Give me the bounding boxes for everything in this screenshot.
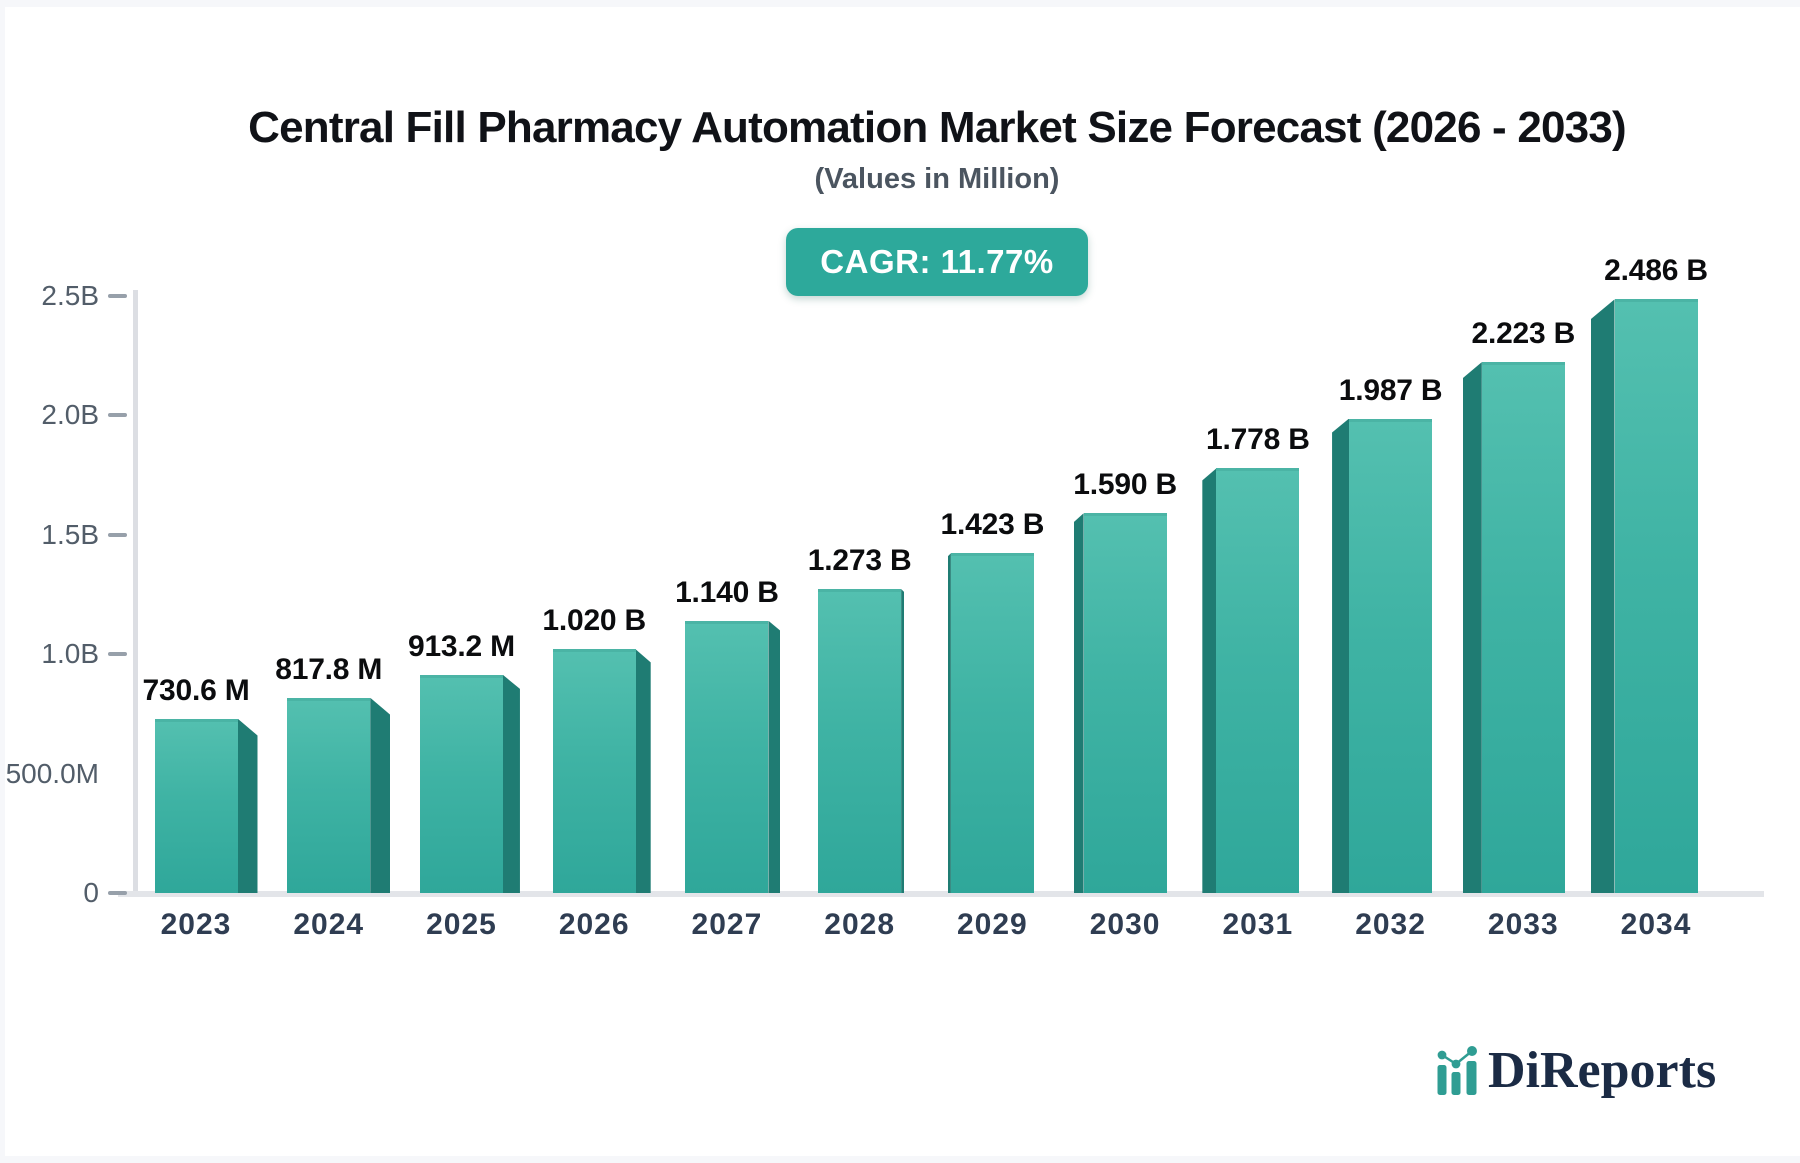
bar-side-2033: [1462, 362, 1482, 893]
value-label-2027: 1.140 B: [675, 575, 779, 609]
x-axis-label-2025: 2025: [426, 908, 497, 941]
bar-2025: [419, 674, 503, 893]
bar-side-2029: [947, 553, 951, 893]
value-label-2028: 1.273 B: [807, 544, 912, 577]
bar-2028: [818, 589, 902, 893]
value-label-2032: 1.987 B: [1338, 373, 1443, 407]
bar-2029: [950, 553, 1034, 893]
value-label-2033: 2.223 B: [1471, 317, 1576, 351]
y-axis-label-1.0B: 1.0B: [41, 638, 99, 670]
bar-2033: [1481, 362, 1565, 893]
value-label-2023: 730.6 M: [142, 673, 250, 707]
bar-side-2025: [502, 674, 520, 893]
bar-side-2030: [1073, 513, 1084, 893]
value-label-2034: 2.486 B: [1604, 254, 1708, 288]
y-axis-label-0: 0: [83, 877, 99, 908]
y-axis-tick: [108, 891, 127, 895]
x-axis-label-2033: 2033: [1487, 908, 1559, 941]
x-axis-label-2032: 2032: [1355, 908, 1426, 941]
bar-2032: [1349, 418, 1433, 893]
bar-side-2027: [768, 620, 781, 893]
bar-2031: [1216, 468, 1300, 893]
bar-side-2031: [1202, 468, 1217, 893]
value-label-2026: 1.020 B: [542, 604, 647, 638]
y-axis-label-2.0B: 2.0B: [41, 399, 99, 431]
bar-2030: [1083, 513, 1167, 893]
x-axis-label-2027: 2027: [691, 908, 763, 941]
x-axis-label-2030: 2030: [1089, 908, 1161, 941]
bar-2027: [685, 620, 769, 893]
y-axis-label-1.5B: 1.5B: [41, 518, 99, 550]
x-axis-label-2031: 2031: [1222, 908, 1294, 941]
y-axis-label-2.5B: 2.5B: [41, 280, 99, 311]
direports-logo-icon: [1437, 1046, 1477, 1095]
bar-2023: [154, 718, 238, 893]
bar-2024: [287, 697, 371, 893]
value-label-2025: 913.2 M: [407, 629, 515, 663]
report-card: Central Fill Pharmacy Automation Market …: [5, 7, 1800, 1156]
bar-side-2028: [901, 589, 905, 893]
cagr-badge: CAGR: 11.77%: [786, 228, 1088, 296]
bar-side-2034: [1590, 299, 1615, 893]
bar-side-2024: [370, 697, 391, 893]
chart-title: Central Fill Pharmacy Automation Market …: [248, 103, 1627, 152]
y-axis-tick: [108, 294, 127, 298]
y-axis-tick: [108, 652, 127, 657]
y-axis-label-500.0M: 500.0M: [5, 757, 99, 789]
direports-logo: DiReports: [1437, 1042, 1717, 1100]
x-axis-label-2029: 2029: [957, 908, 1028, 941]
chart-header: Central Fill Pharmacy Automation Market …: [137, 7, 1737, 296]
y-axis-tick: [108, 532, 127, 537]
bar-side-2032: [1332, 418, 1350, 893]
y-axis-line: [133, 290, 138, 897]
bar-side-2026: [635, 649, 651, 893]
y-axis-tick: [108, 413, 127, 418]
bar-side-2023: [237, 718, 258, 893]
value-label-2024: 817.8 M: [275, 652, 383, 686]
chart-subtitle: (Values in Million): [814, 163, 1060, 195]
x-axis-label-2034: 2034: [1620, 908, 1692, 941]
x-axis-line: [118, 891, 1764, 897]
direports-logo-text: DiReports: [1488, 1042, 1717, 1100]
value-label-2029: 1.423 B: [940, 508, 1045, 542]
bar-chart: 2.5B 2.0B 1.5B 1.0B 500.0M 0 730.6 M 2023 817.8 …: [5, 7, 1800, 1163]
x-axis-label-2024: 2024: [293, 908, 365, 941]
x-axis-label-2028: 2028: [824, 908, 896, 941]
bar-2026: [552, 649, 636, 893]
value-label-2030: 1.590 B: [1073, 468, 1177, 502]
x-axis-label-2023: 2023: [160, 908, 232, 941]
x-axis-label-2026: 2026: [558, 908, 630, 941]
value-label-2031: 1.778 B: [1205, 423, 1310, 457]
bar-2034: [1614, 299, 1698, 893]
